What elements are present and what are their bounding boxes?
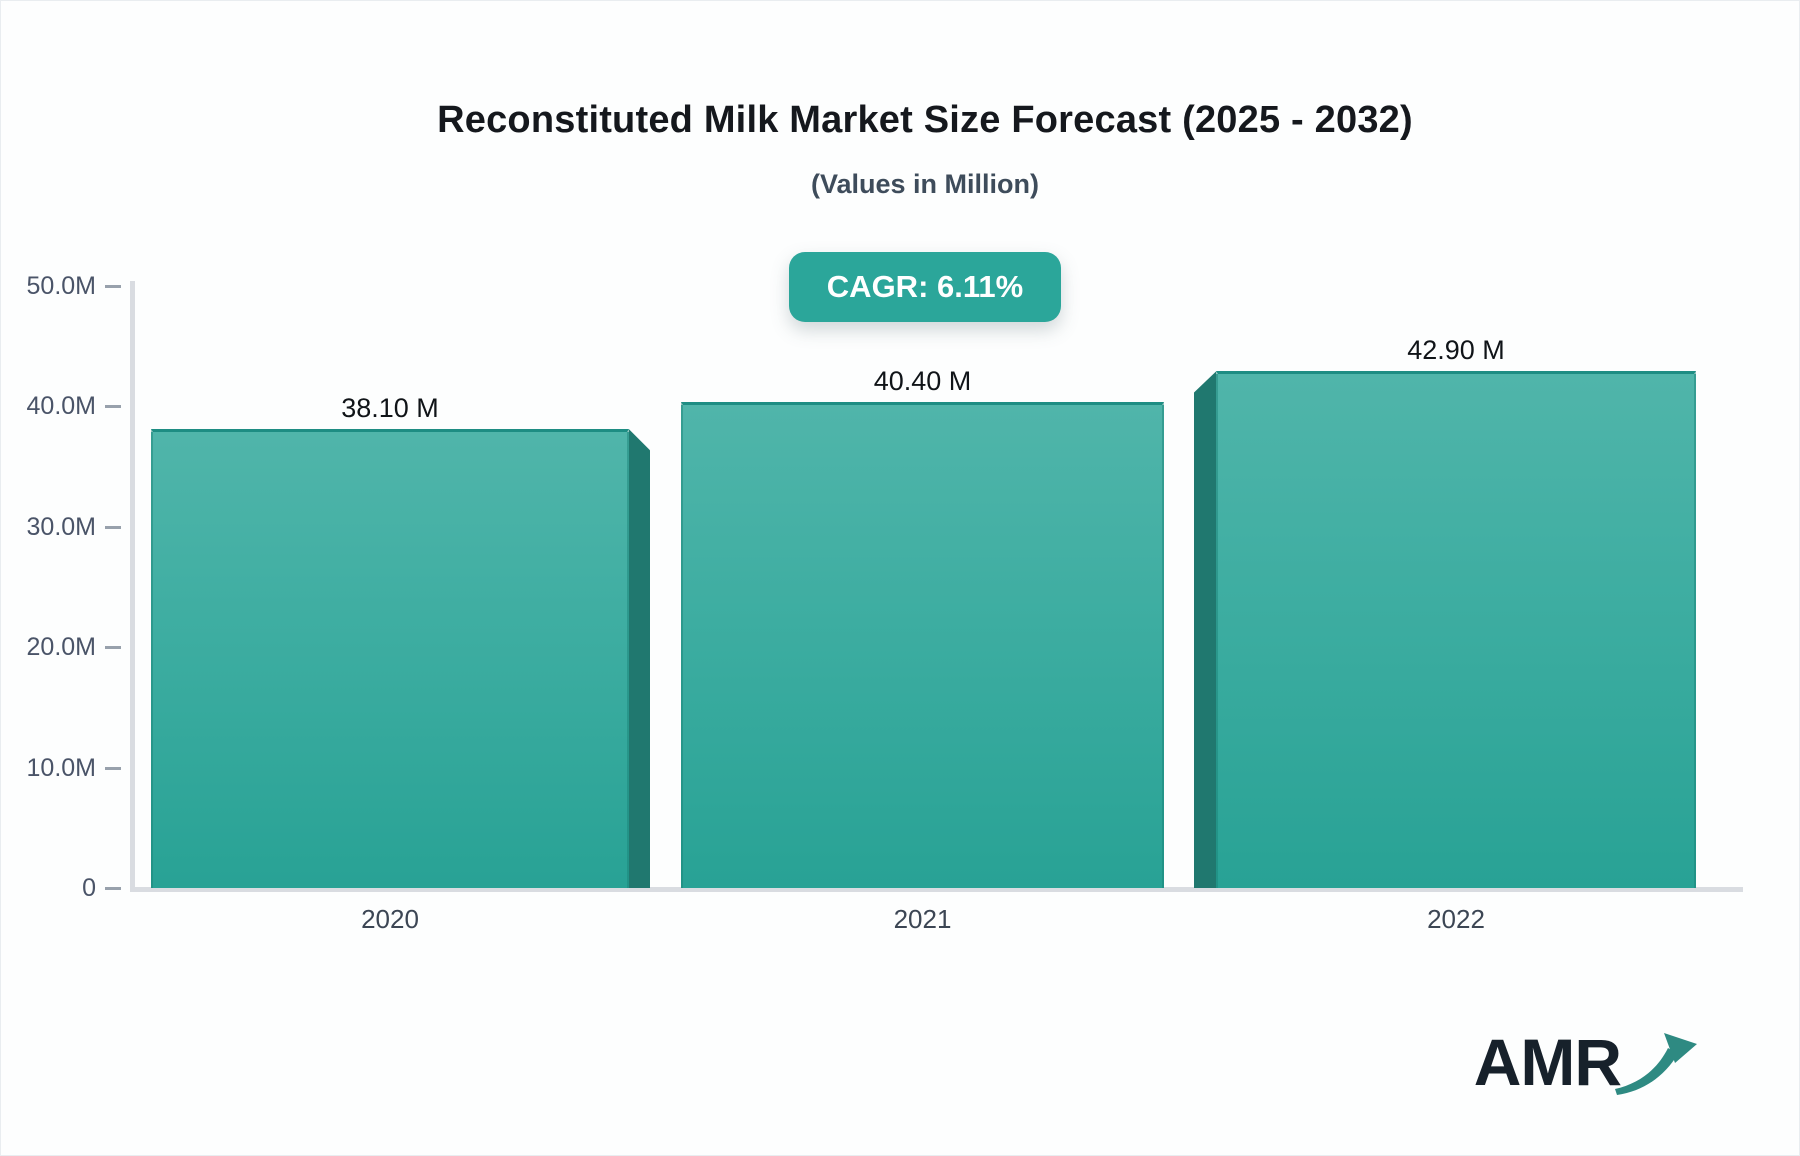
bar-value-label-2021: 40.40 M <box>873 365 972 396</box>
chart-title: Reconstituted Milk Market Size Forecast … <box>437 99 1413 141</box>
y-tick-mark <box>105 887 121 890</box>
y-axis-line <box>130 281 135 892</box>
bar-value-label-2022: 42.90 M <box>1407 335 1505 366</box>
y-tick-label: 10.0M <box>26 753 96 782</box>
bar-3d-side-2020 <box>629 429 650 888</box>
y-tick-mark <box>105 285 121 288</box>
chart-subtitle: (Values in Million) <box>810 169 1040 199</box>
y-tick-label: 30.0M <box>26 512 96 541</box>
bar-2020 <box>151 429 629 888</box>
amr-logo: AMR <box>1474 1029 1703 1103</box>
x-axis-label-2022: 2022 <box>1427 904 1485 934</box>
bar-3d-side-2022 <box>1194 371 1216 888</box>
y-tick-label: 50.0M <box>26 272 96 300</box>
amr-logo-text: AMR <box>1473 1025 1622 1099</box>
x-axis-label-2020: 2020 <box>361 904 419 934</box>
bar-value-label-2020: 38.10 M <box>341 393 439 424</box>
x-axis-label-2021: 2021 <box>893 904 952 934</box>
y-tick-mark <box>105 766 121 770</box>
y-tick-label: 0 <box>82 874 96 902</box>
y-tick-mark <box>105 405 121 409</box>
bar-2021 <box>681 401 1164 888</box>
y-tick-mark <box>105 646 121 650</box>
cagr-badge-row: CAGR: 6.11% <box>51 252 1799 322</box>
growth-arrow-icon <box>1615 1033 1697 1095</box>
y-tick-mark <box>105 525 121 529</box>
x-axis-line <box>130 887 1743 892</box>
y-tick-label: 20.0M <box>26 633 96 662</box>
bar-2022 <box>1216 371 1696 888</box>
cagr-badge: CAGR: 6.11% <box>788 252 1062 322</box>
y-tick-label: 40.0M <box>26 392 96 421</box>
